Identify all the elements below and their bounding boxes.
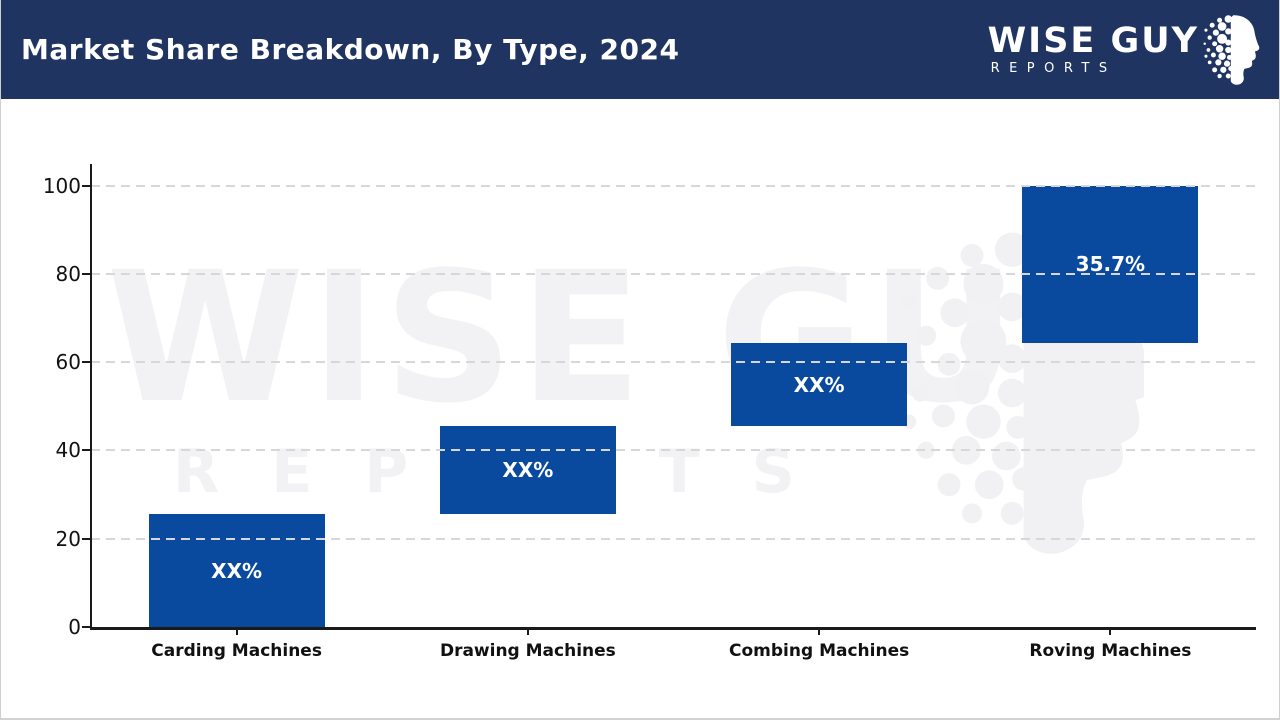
y-axis-line (90, 164, 92, 629)
page-title: Market Share Breakdown, By Type, 2024 (21, 33, 680, 66)
x-tick (818, 629, 821, 635)
y-tick (82, 272, 90, 275)
bar-value-label: 35.7% (1075, 252, 1146, 277)
brand-subtitle: REPORTS (990, 61, 1117, 76)
brand-name: WISE GUY (987, 21, 1199, 61)
chart-area: WISE GUY REPORTS XX%XX%XX%35.7%020406080… (1, 99, 1279, 718)
x-category-label: Drawing Machines (439, 641, 616, 661)
x-tick (1109, 629, 1112, 635)
x-category-label: Roving Machines (1029, 641, 1192, 661)
bar-segment: XX% (148, 514, 325, 627)
y-tick (82, 184, 90, 187)
brand-logo: WISE GUY REPORTS (988, 9, 1263, 91)
bar-segment: XX% (439, 426, 616, 515)
brand-head-icon (1203, 14, 1260, 85)
brand-logo-text: WISE GUY REPORTS (987, 21, 1199, 76)
y-tick (82, 537, 90, 540)
bar-value-label: XX% (793, 372, 845, 397)
bar-segment: XX% (731, 343, 908, 427)
gridline (91, 184, 1261, 187)
x-category-label: Carding Machines (151, 641, 322, 661)
x-tick (526, 629, 529, 635)
gridline (91, 537, 1261, 540)
y-tick-label: 60 (55, 350, 81, 375)
bar-value-label: XX% (211, 558, 263, 583)
y-tick (82, 626, 90, 628)
y-tick-label: 80 (55, 261, 81, 286)
header: Market Share Breakdown, By Type, 2024 WI… (1, 0, 1279, 99)
y-tick (82, 449, 90, 452)
y-tick-label: 40 (55, 438, 81, 463)
y-tick-label: 20 (55, 526, 81, 551)
bar-segment: 35.7% (1022, 185, 1199, 344)
y-tick (82, 361, 90, 364)
gridline (91, 272, 1261, 275)
bar-value-label: XX% (502, 458, 554, 483)
x-tick (235, 629, 238, 635)
y-tick-label: 0 (68, 615, 81, 639)
x-axis-line (90, 627, 1256, 630)
gridline (91, 361, 1261, 364)
y-tick-label: 100 (42, 173, 81, 198)
x-category-label: Combing Machines (729, 641, 910, 661)
gridline (91, 449, 1261, 452)
